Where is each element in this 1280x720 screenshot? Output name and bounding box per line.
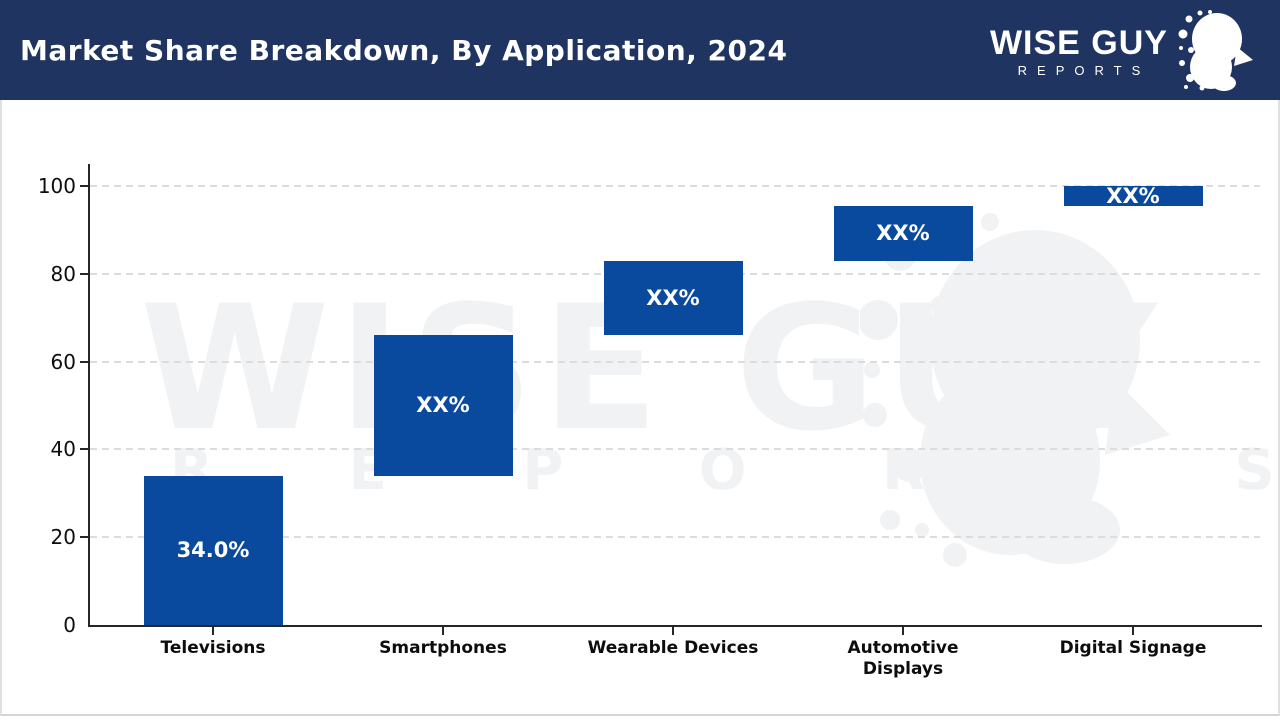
y-tick-mark-80 xyxy=(80,272,88,275)
x-axis-line xyxy=(88,625,1262,627)
bar-value-label-automotive-displays: XX% xyxy=(876,221,930,246)
bar-wearable-devices: XX% xyxy=(603,260,743,336)
x-tick-mark-smartphones xyxy=(442,627,444,635)
logo-subtitle: REPORTS xyxy=(1017,62,1151,78)
logo-text: WISE GUY REPORTS xyxy=(990,25,1168,78)
gridline-100 xyxy=(90,185,1260,187)
dotted-head-profile-icon xyxy=(1178,10,1253,91)
x-category-label-digital-signage: Digital Signage xyxy=(1059,638,1207,658)
x-category-label-automotive-displays: Automotive Displays xyxy=(847,638,959,679)
watermark-head-icon xyxy=(860,213,1170,567)
header-bar: Market Share Breakdown, By Application, … xyxy=(0,0,1280,100)
gridline-20 xyxy=(90,536,1260,539)
y-tick-label-40: 40 xyxy=(50,437,76,462)
chart-area: WISE GUY R E P O R T S 0 20 40 60 80 100 34.0%… xyxy=(0,100,1280,716)
x-tick-mark-digital-signage xyxy=(1132,627,1134,635)
y-axis-line xyxy=(88,164,90,627)
y-tick-label-100: 100 xyxy=(37,174,76,198)
bar-value-label-televisions: 34.0% xyxy=(176,538,250,563)
bar-digital-signage: XX% xyxy=(1063,183,1203,208)
y-tick-mark-60 xyxy=(80,360,88,363)
y-tick-label-20: 20 xyxy=(50,525,76,550)
logo-wordmark: WISE GUY xyxy=(989,23,1168,62)
gridline-40 xyxy=(90,448,1260,451)
bar-smartphones: XX% xyxy=(373,335,513,476)
bar-value-label-digital-signage: XX% xyxy=(1106,183,1160,208)
page-title: Market Share Breakdown, By Application, … xyxy=(20,33,788,67)
x-category-label-televisions: Televisions xyxy=(160,638,266,658)
bar-televisions: 34.0% xyxy=(143,475,283,625)
bar-automotive-displays: XX% xyxy=(833,205,973,261)
x-tick-mark-wearable-devices xyxy=(672,627,674,635)
x-tick-mark-automotive-displays xyxy=(902,627,904,635)
x-category-label-wearable-devices: Wearable Devices xyxy=(587,638,759,658)
y-tick-mark-100 xyxy=(80,185,88,187)
bar-value-label-wearable-devices: XX% xyxy=(646,285,700,310)
y-tick-label-60: 60 xyxy=(50,349,76,374)
y-tick-label-0: 0 xyxy=(63,613,76,637)
x-category-label-smartphones: Smartphones xyxy=(379,638,507,658)
gridline-60 xyxy=(90,360,1260,363)
wise-guy-logo: WISE GUY REPORTS xyxy=(990,8,1266,94)
bar-value-label-smartphones: XX% xyxy=(416,393,470,418)
y-tick-label-80: 80 xyxy=(50,261,76,286)
y-tick-mark-40 xyxy=(80,448,88,451)
x-tick-mark-televisions xyxy=(212,627,214,635)
y-tick-mark-20 xyxy=(80,536,88,539)
